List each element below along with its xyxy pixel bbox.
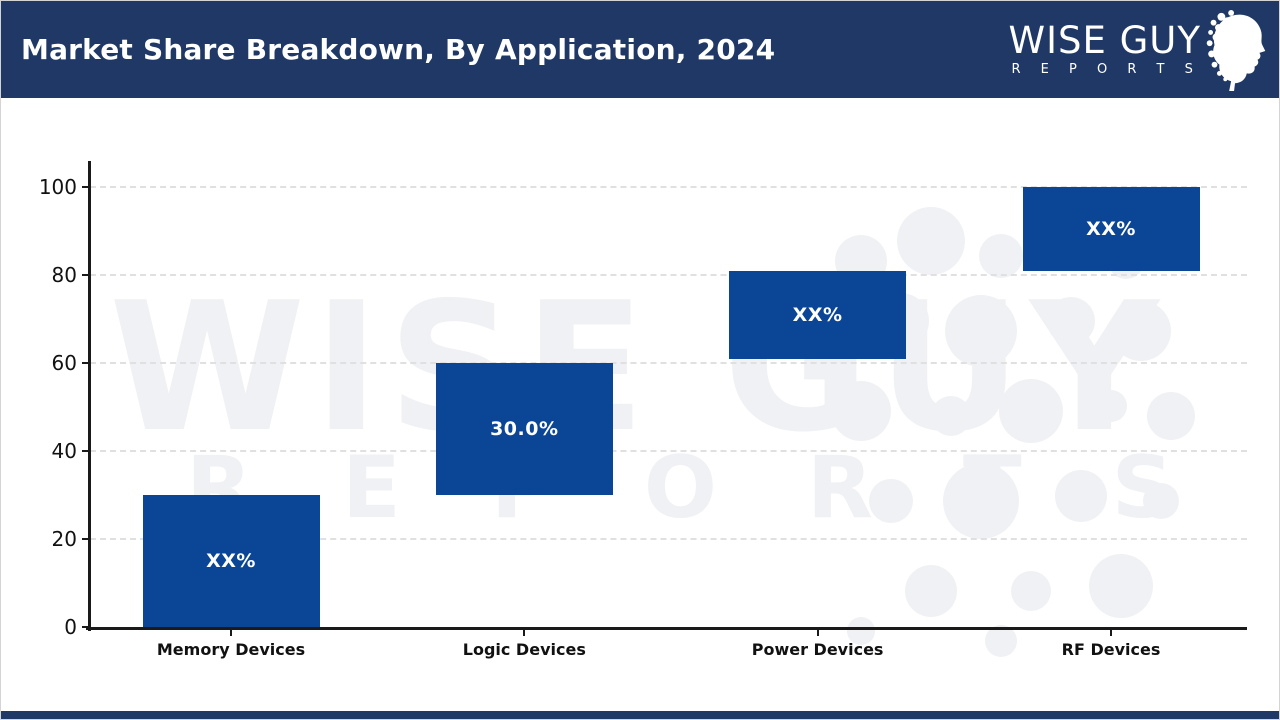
x-axis-label-memory-devices: Memory Devices xyxy=(156,640,306,659)
bar-value-label: XX% xyxy=(1086,217,1136,240)
y-tick-label-80: 80 xyxy=(51,263,77,287)
y-tick-100 xyxy=(82,186,90,188)
bar-power-devices: XX% xyxy=(729,270,907,359)
x-axis-label-rf-devices: RF Devices xyxy=(1061,640,1161,659)
logo-subtext: R E P O R T S xyxy=(1011,62,1201,77)
y-tick-20 xyxy=(82,538,90,540)
bar-rf-devices: XX% xyxy=(1022,187,1200,271)
bar-value-label: XX% xyxy=(206,550,256,572)
bar-value-label: XX% xyxy=(792,303,843,326)
logo-wordmark: WISE GUY xyxy=(1008,19,1201,62)
y-tick-label-0: 0 xyxy=(64,615,77,639)
gridline-y-80 xyxy=(90,274,1247,276)
y-tick-60 xyxy=(82,362,90,364)
logo-head-icon xyxy=(1206,9,1266,91)
y-tick-80 xyxy=(82,274,90,276)
x-tick-rf-devices xyxy=(1110,630,1112,636)
x-axis-label-logic-devices: Logic Devices xyxy=(462,640,586,659)
plot-area: 0 20 40 60 80 100 XX% 30.0% XX% XX% Memory Devices… xyxy=(1,98,1279,713)
gridline-y-100 xyxy=(90,186,1247,188)
x-tick-power-devices xyxy=(816,630,819,636)
logo-text: WISE GUY R E P O R T S xyxy=(1009,22,1201,77)
x-axis-label-power-devices: Power Devices xyxy=(751,640,884,659)
x-tick-logic-devices xyxy=(523,630,526,636)
y-tick-40 xyxy=(82,450,90,452)
x-axis-line xyxy=(86,627,1247,630)
bar-memory-devices: XX% xyxy=(142,495,320,627)
bar-value-label: 30.0% xyxy=(490,418,559,440)
x-tick-memory-devices xyxy=(230,630,232,636)
gridline-y-20 xyxy=(90,538,1247,540)
header-bar: Market Share Breakdown, By Application, … xyxy=(1,1,1279,98)
gridline-y-60 xyxy=(90,362,1247,364)
y-axis-line xyxy=(88,161,91,631)
gridline-y-40 xyxy=(90,450,1247,452)
footer-bar xyxy=(1,711,1279,719)
y-tick-label-100: 100 xyxy=(38,175,77,199)
y-tick-label-40: 40 xyxy=(51,439,77,463)
chart-title: Market Share Breakdown, By Application, … xyxy=(21,33,776,66)
y-tick-label-60: 60 xyxy=(51,351,77,375)
y-tick-label-20: 20 xyxy=(51,527,77,551)
bar-logic-devices: 30.0% xyxy=(435,363,613,495)
wiseguy-logo: WISE GUY R E P O R T S xyxy=(1009,9,1267,91)
